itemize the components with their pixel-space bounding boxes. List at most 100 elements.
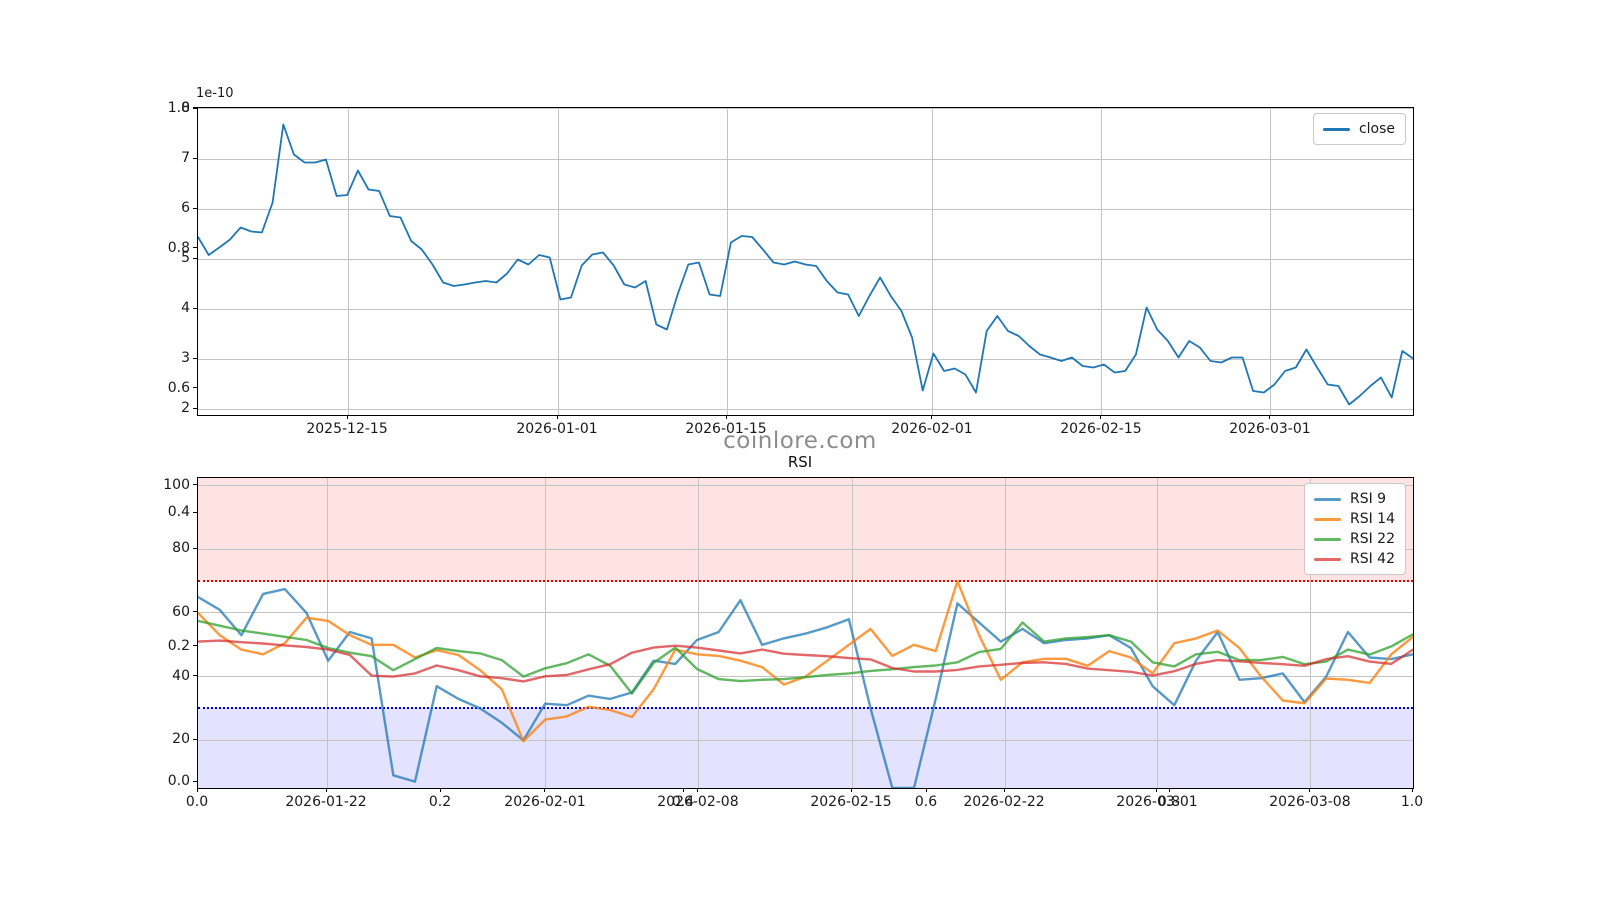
y-tick-mark bbox=[193, 357, 197, 359]
y-tick-mark bbox=[193, 407, 197, 409]
axis-offset-label: 1e-10 bbox=[196, 86, 234, 101]
legend-item-label: RSI 42 bbox=[1349, 551, 1395, 567]
legend-item-label: RSI 22 bbox=[1349, 531, 1395, 547]
x-tick-label-date: 2026-01-22 bbox=[285, 794, 367, 810]
y-tick-mark bbox=[193, 738, 197, 740]
x-tick-mark bbox=[1168, 788, 1170, 792]
watermark: coinlore.com bbox=[723, 428, 877, 454]
y-tick-mark bbox=[193, 511, 197, 513]
legend: close bbox=[1312, 113, 1406, 145]
x-tick-mark bbox=[325, 788, 327, 792]
x-tick-label-date: 2026-03-01 bbox=[1116, 794, 1198, 810]
price-plot: close bbox=[197, 107, 1414, 416]
y-tick-mark bbox=[193, 387, 197, 389]
x-tick-label-date: 2026-02-22 bbox=[963, 794, 1045, 810]
legend-line-swatch bbox=[1313, 517, 1341, 521]
y-tick-mark bbox=[193, 247, 197, 249]
gridline bbox=[1270, 108, 1272, 415]
oversold-band bbox=[198, 708, 1413, 788]
gridline bbox=[545, 478, 547, 788]
series-line-rsi-22 bbox=[198, 619, 1413, 695]
y-tick-label-secondary: 0.8 bbox=[167, 239, 190, 256]
y-tick-mark bbox=[193, 207, 197, 209]
y-tick-mark bbox=[193, 780, 197, 782]
series-line-rsi-42 bbox=[198, 639, 1413, 683]
legend-item: RSI 22 bbox=[1313, 529, 1395, 549]
x-tick-label-numeric: 1.0 bbox=[1400, 794, 1424, 810]
x-tick-mark bbox=[725, 415, 727, 419]
legend-line-swatch bbox=[1313, 557, 1341, 561]
x-tick-mark bbox=[1156, 788, 1158, 792]
legend-item-label: RSI 9 bbox=[1349, 491, 1387, 507]
x-tick-mark bbox=[850, 788, 852, 792]
series-canvas bbox=[198, 123, 1413, 406]
gridline bbox=[198, 612, 1413, 614]
legend-item-label: close bbox=[1358, 121, 1395, 137]
y-tick-label: 4 bbox=[181, 300, 190, 316]
x-tick-mark bbox=[925, 788, 927, 792]
x-tick-mark bbox=[1309, 788, 1311, 792]
x-tick-label-date: 2026-02-15 bbox=[1060, 421, 1142, 437]
gridline bbox=[198, 158, 1413, 160]
y-tick-label-secondary: 0.2 bbox=[167, 637, 190, 654]
y-tick-label: 5 bbox=[181, 250, 190, 266]
y-tick-mark bbox=[193, 157, 197, 159]
x-tick-label-date: 2026-03-08 bbox=[1269, 794, 1351, 810]
x-tick-label-numeric: 0.6 bbox=[914, 794, 938, 810]
gridline bbox=[1157, 478, 1159, 788]
y-tick-label: 100 bbox=[163, 476, 190, 493]
legend-line-swatch bbox=[1313, 497, 1341, 501]
gridline bbox=[347, 108, 349, 415]
x-tick-mark bbox=[1003, 788, 1005, 792]
x-tick-label-numeric: 0.0 bbox=[185, 794, 209, 810]
legend-item: close bbox=[1322, 119, 1395, 139]
rsi-panel-title: RSI bbox=[787, 453, 813, 471]
y-tick-label-secondary: 0.4 bbox=[167, 504, 190, 521]
legend: RSI 9 RSI 14 RSI 22 RSI 42 bbox=[1303, 483, 1406, 575]
x-tick-mark bbox=[544, 788, 546, 792]
y-tick-mark bbox=[193, 484, 197, 486]
y-tick-label-secondary: 0.0 bbox=[167, 773, 190, 790]
y-tick-mark bbox=[193, 307, 197, 309]
gridline bbox=[198, 485, 1413, 487]
y-tick-label: 2 bbox=[181, 400, 190, 416]
y-tick-mark bbox=[193, 107, 197, 109]
x-tick-label-numeric: 0.2 bbox=[428, 794, 452, 810]
legend-line-swatch bbox=[1313, 537, 1341, 541]
x-tick-mark bbox=[931, 415, 933, 419]
x-tick-mark bbox=[682, 788, 684, 792]
y-tick-label: 7 bbox=[181, 150, 190, 166]
y-tick-mark bbox=[193, 257, 197, 259]
x-tick-label-date: 2026-02-15 bbox=[810, 794, 892, 810]
x-tick-label-numeric: 0.8 bbox=[1157, 794, 1181, 810]
x-tick-label-date: 2026-01-01 bbox=[516, 421, 598, 437]
x-tick-mark bbox=[697, 788, 699, 792]
x-tick-label-date: 2026-02-08 bbox=[657, 794, 739, 810]
y-tick-label: 60 bbox=[172, 603, 190, 620]
x-tick-mark bbox=[1100, 415, 1102, 419]
x-tick-mark bbox=[1411, 788, 1413, 792]
y-tick-label-secondary: 1.0 bbox=[167, 99, 190, 116]
oversold-line bbox=[198, 707, 1413, 710]
gridline bbox=[557, 108, 559, 415]
y-tick-mark bbox=[193, 547, 197, 549]
y-tick-mark bbox=[193, 645, 197, 647]
legend-item-label: RSI 14 bbox=[1349, 511, 1395, 527]
x-tick-label-date: 2026-02-01 bbox=[504, 794, 586, 810]
x-tick-mark bbox=[556, 415, 558, 419]
x-tick-mark bbox=[196, 788, 198, 792]
x-tick-label-date: 2025-12-15 bbox=[306, 421, 388, 437]
gridline bbox=[1310, 478, 1312, 788]
y-tick-label: 40 bbox=[172, 667, 190, 684]
gridline bbox=[198, 358, 1413, 360]
y-tick-label: 3 bbox=[181, 350, 190, 366]
y-tick-label: 8 bbox=[181, 100, 190, 116]
overbought-line bbox=[198, 580, 1413, 583]
gridline bbox=[932, 108, 934, 415]
gridline bbox=[1101, 108, 1103, 415]
gridline bbox=[198, 108, 1413, 110]
gridline bbox=[198, 308, 1413, 310]
overbought-band bbox=[198, 478, 1413, 582]
x-tick-mark bbox=[439, 788, 441, 792]
